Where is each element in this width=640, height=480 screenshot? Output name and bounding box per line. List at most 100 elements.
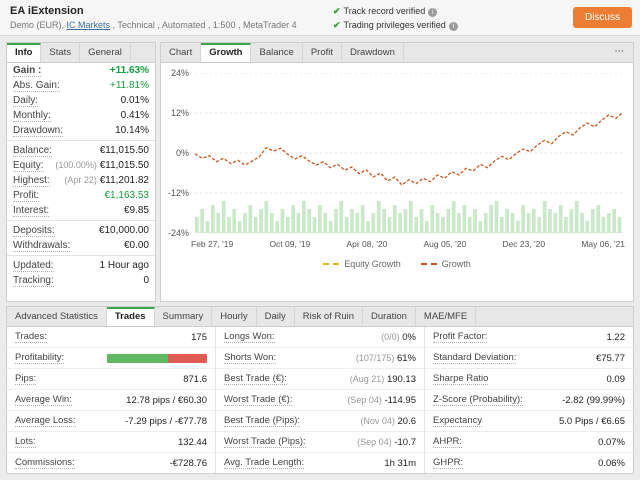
y-axis-tick: 24% xyxy=(170,68,189,78)
stat-average-loss: Average Loss: -7.29 pips / -€77.78 xyxy=(7,411,215,432)
stat-value: 132.44 xyxy=(177,436,207,448)
info-value-prefix: (Apr 22) xyxy=(64,174,97,185)
info-label: Drawdown: xyxy=(13,124,64,137)
stat-label: Profitability: xyxy=(15,352,65,364)
stat-label: Expectancy xyxy=(433,415,483,427)
info-value: (Apr 22) €11,201.82 xyxy=(64,175,149,186)
stat-best-trade-pips: Best Trade (Pips): (Nov 04) 20.6 xyxy=(216,411,424,432)
stat-value: 175 xyxy=(191,331,207,343)
stat-value: €75.77 xyxy=(595,352,625,364)
discuss-button[interactable]: Discuss xyxy=(572,7,632,28)
stat-pips: Pips: 871.6 xyxy=(7,369,215,390)
tab-balance[interactable]: Balance xyxy=(251,43,303,62)
tab-profit[interactable]: Profit xyxy=(303,43,343,62)
tab-trades[interactable]: Trades xyxy=(106,307,155,326)
legend-item-growth: Growth xyxy=(420,259,471,269)
info-label: Highest: xyxy=(13,174,50,187)
legend-item-equity-growth: Equity Growth xyxy=(323,259,401,269)
stat-label: Average Win: xyxy=(15,394,72,406)
x-axis-tick: Aug 05, '20 xyxy=(423,239,467,249)
tab-mae-mfe[interactable]: MAE/MFE xyxy=(416,307,477,326)
info-icon[interactable]: i xyxy=(428,8,438,17)
tab-advanced-statistics[interactable]: Advanced Statistics xyxy=(7,307,107,326)
divider xyxy=(7,140,155,141)
tab-general[interactable]: General xyxy=(80,43,131,62)
stat-label: Worst Trade (Pips): xyxy=(224,436,306,448)
tab-risk-of-ruin[interactable]: Risk of Ruin xyxy=(295,307,363,326)
info-label: Abs. Gain: xyxy=(13,79,60,92)
account-subtitle: Demo (EUR), IC Markets , Technical , Aut… xyxy=(10,20,297,30)
info-value: 1 Hour ago xyxy=(99,259,149,271)
x-axis: Feb 27, '19 Oct 09, '19 Apr 08, '20 Aug … xyxy=(191,239,625,249)
stat-standard-deviation: Standard Deviation: €75.77 xyxy=(425,348,633,369)
y-axis-tick: -12% xyxy=(167,188,189,198)
info-value: +11.63% xyxy=(109,64,149,76)
y-axis-tick: 0% xyxy=(175,148,189,158)
info-row-gain: Gain : +11.63% xyxy=(7,63,155,78)
info-icon[interactable]: i xyxy=(448,22,458,31)
stat-value: 5.0 Pips / €6.65 xyxy=(558,415,625,427)
stat-label: Best Trade (Pips): xyxy=(224,415,301,427)
y-axis-tick: 12% xyxy=(170,108,189,118)
tab-duration[interactable]: Duration xyxy=(363,307,416,326)
check-icon: ✔ xyxy=(333,20,341,30)
tab-daily[interactable]: Daily xyxy=(257,307,295,326)
stat-value: (0/0) 0% xyxy=(381,332,416,343)
tab-drawdown[interactable]: Drawdown xyxy=(342,43,404,62)
stat-longs-won: Longs Won: (0/0) 0% xyxy=(216,327,424,348)
info-value: €11,015.50 xyxy=(99,144,149,156)
stat-value-main: 20.6 xyxy=(397,415,417,427)
stat-profitability: Profitability: xyxy=(7,348,215,369)
verification-badges: ✔ Track record verified i ✔ Trading privile… xyxy=(333,4,458,32)
loss-bar-segment xyxy=(168,353,207,363)
stat-expectancy: Expectancy 5.0 Pips / €6.65 xyxy=(425,411,633,432)
stat-value: -2.82 (99.99%) xyxy=(562,394,625,406)
stat-profit-factor: Profit Factor: 1.22 xyxy=(425,327,633,348)
tab-hourly[interactable]: Hourly xyxy=(212,307,257,326)
info-value: +11.81% xyxy=(109,79,149,91)
broker-link[interactable]: IC Markets xyxy=(66,20,111,30)
tab-stats[interactable]: Stats xyxy=(41,43,81,62)
info-label: Tracking: xyxy=(13,274,54,287)
stat-shorts-won: Shorts Won: (107/175) 61% xyxy=(216,348,424,369)
info-tabs: Info Stats General xyxy=(7,43,155,63)
chart-tabs: Chart Growth Balance Profit Drawdown ⋯ xyxy=(161,43,633,63)
stat-label: Z-Score (Probability): xyxy=(433,394,523,406)
x-axis-tick: May 06, '21 xyxy=(581,239,625,249)
info-label: Profit: xyxy=(13,189,40,202)
tab-spacer xyxy=(131,43,155,62)
chart-menu-icon[interactable]: ⋯ xyxy=(614,46,625,57)
stat-value-main: 0% xyxy=(402,331,416,343)
info-row-abs-gain: Abs. Gain: +11.81% xyxy=(7,78,155,93)
tab-summary[interactable]: Summary xyxy=(155,307,213,326)
info-row-equity: Equity: (100.00%) €11,015.50 xyxy=(7,158,155,173)
tab-chart[interactable]: Chart xyxy=(161,43,202,62)
stat-label: GHPR: xyxy=(433,457,464,469)
info-label: Updated: xyxy=(13,259,54,272)
info-label: Deposits: xyxy=(13,224,55,237)
stat-label: Average Loss: xyxy=(15,415,76,427)
verified-label: Trading privileges verified xyxy=(343,20,446,30)
stat-sharpe-ratio: Sharpe Ratio 0.09 xyxy=(425,369,633,390)
info-value: 10.14% xyxy=(115,124,149,136)
stat-label: Best Trade (€): xyxy=(224,373,287,385)
x-axis-tick: Dec 23, '20 xyxy=(502,239,546,249)
account-details: , Technical , Automated , 1:500 , MetaTr… xyxy=(110,20,297,30)
stat-value-prefix: (Aug 21) xyxy=(349,373,385,384)
x-axis-tick: Apr 08, '20 xyxy=(346,239,388,249)
stat-value-main: 190.13 xyxy=(386,373,416,385)
tab-growth[interactable]: Growth xyxy=(201,43,252,62)
stat-label: Shorts Won: xyxy=(224,352,277,364)
stat-value-prefix: (Sep 04) xyxy=(357,436,392,447)
info-label: Interest: xyxy=(13,204,50,217)
stats-column-1: Trades: 175 Profitability: Pips: 871.6 A… xyxy=(7,327,216,473)
info-value-amount: €11,015.50 xyxy=(99,159,149,171)
stat-value: 12.78 pips / €60.30 xyxy=(126,394,207,406)
legend-label: Growth xyxy=(441,259,471,269)
stat-value: -7.29 pips / -€77.78 xyxy=(125,415,207,427)
tab-info[interactable]: Info xyxy=(7,43,42,62)
account-title: EA iExtension xyxy=(10,5,84,17)
growth-line-icon xyxy=(420,263,437,265)
info-panel: Info Stats General Gain : +11.63% Abs. G… xyxy=(6,42,156,302)
